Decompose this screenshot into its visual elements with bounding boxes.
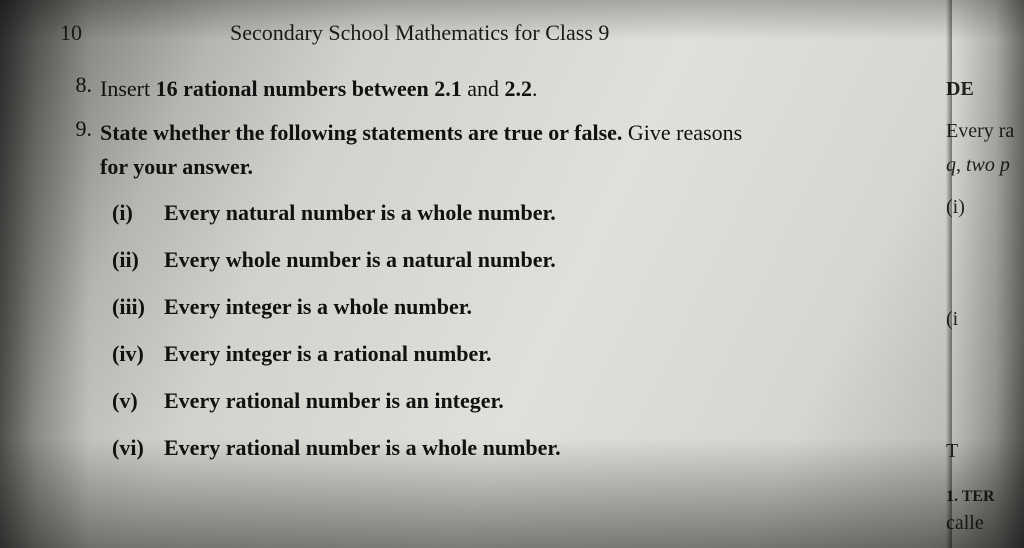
next-page-fragment: T <box>946 440 1024 463</box>
question-text: Insert 16 rational numbers between 2.1 a… <box>100 72 538 106</box>
running-header: 10 Secondary School Mathematics for Clas… <box>0 20 1024 46</box>
next-page-fragment: (i) <box>946 196 1024 219</box>
list-text: Every integer is a rational number. <box>164 337 492 370</box>
list-item: (v) Every rational number is an integer. <box>112 384 1024 417</box>
textbook-page-photo: 10 Secondary School Mathematics for Clas… <box>0 0 1024 548</box>
list-text: Every rational number is a whole number. <box>164 431 561 464</box>
q9-line2: for your answer. <box>100 154 253 179</box>
list-item: (vi) Every rational number is a whole nu… <box>112 431 1024 464</box>
next-page-fragment: q, two p <box>946 154 1024 177</box>
q9-bold: State whether the following statements a… <box>100 120 622 145</box>
list-label: (vi) <box>112 431 164 464</box>
list-text: Every rational number is an integer. <box>164 384 504 417</box>
q9-tail: Give reasons <box>622 120 742 145</box>
next-page-fragment: DE <box>946 78 1024 101</box>
sub-question-list: (i) Every natural number is a whole numb… <box>0 196 1024 464</box>
q8-suffix: . <box>532 76 538 101</box>
q8-bold-a: 16 rational numbers between 2.1 <box>156 76 462 101</box>
list-label: (ii) <box>112 243 164 276</box>
list-label: (i) <box>112 196 164 229</box>
q8-bold-b: 2.2 <box>505 76 533 101</box>
next-page-fragment: calle <box>946 512 1024 535</box>
q8-mid: and <box>462 76 505 101</box>
question-number: 8. <box>64 72 100 106</box>
list-label: (iv) <box>112 337 164 370</box>
q8-prefix: Insert <box>100 76 156 101</box>
list-label: (v) <box>112 384 164 417</box>
question-text: State whether the following statements a… <box>100 116 742 184</box>
next-page-fragment: (i <box>946 308 1024 331</box>
list-label: (iii) <box>112 290 164 323</box>
question-9: 9. State whether the following statement… <box>0 116 1024 184</box>
list-item: (i) Every natural number is a whole numb… <box>112 196 1024 229</box>
book-title: Secondary School Mathematics for Class 9 <box>230 20 609 46</box>
next-page-fragment: Every ra <box>946 120 1024 143</box>
list-text: Every integer is a whole number. <box>164 290 472 323</box>
list-text: Every whole number is a natural number. <box>164 243 556 276</box>
list-text: Every natural number is a whole number. <box>164 196 556 229</box>
list-item: (iv) Every integer is a rational number. <box>112 337 1024 370</box>
next-page-fragment: 1. TER <box>946 488 1024 506</box>
page-number: 10 <box>60 20 230 46</box>
list-item: (ii) Every whole number is a natural num… <box>112 243 1024 276</box>
question-number: 9. <box>64 116 100 184</box>
list-item: (iii) Every integer is a whole number. <box>112 290 1024 323</box>
question-8: 8. Insert 16 rational numbers between 2.… <box>0 72 1024 106</box>
